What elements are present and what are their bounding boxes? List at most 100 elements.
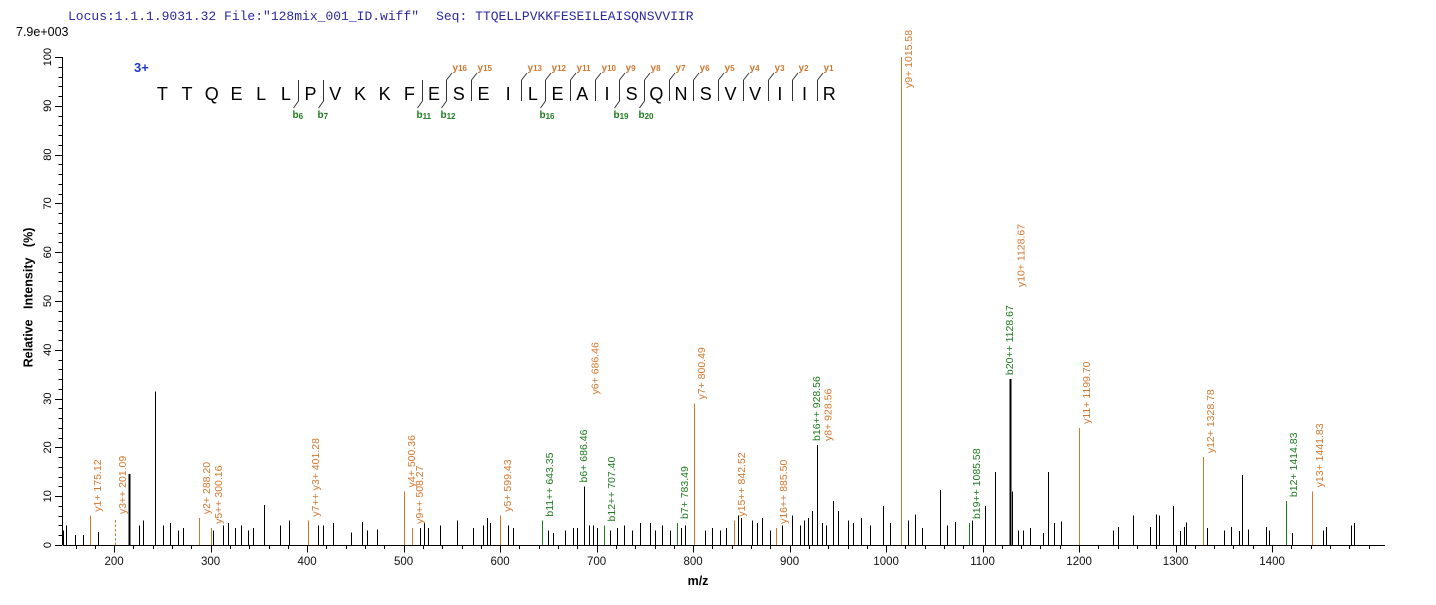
b-ion-mark-label: b6	[293, 110, 304, 121]
x-tick-label: 1100	[970, 556, 995, 568]
header-line: Locus:1.1.1.9031.32 File:"128mix_001_ID.…	[68, 9, 694, 24]
residue-letter: Q	[649, 84, 663, 104]
precursor-charge-label: 3+	[134, 60, 149, 75]
peak-label: b12+ 1414.83	[1288, 432, 1300, 497]
y-tick-label: 10	[42, 490, 54, 502]
y-tick-label: 90	[42, 100, 54, 112]
x-tick-label: 700	[587, 556, 606, 568]
y-tick-label: 70	[42, 197, 54, 209]
peak-label: b19++ 1085.58	[971, 448, 983, 519]
residue-letter: S	[453, 84, 465, 104]
y-ion-mark-label: y4	[750, 63, 761, 74]
peak-label: y9++ 508.27	[414, 465, 426, 524]
peak-label: b7+ 783.49	[679, 466, 691, 519]
y-ion-mark-label: y13	[528, 63, 543, 74]
y-tick-label: 50	[42, 295, 54, 307]
x-tick-label: 900	[780, 556, 799, 568]
residue-letter: S	[700, 84, 712, 104]
y-tick-label: 0	[42, 542, 54, 548]
residue-letter: E	[428, 84, 440, 104]
residue-letter: T	[182, 84, 193, 104]
residue-letter: V	[724, 84, 736, 104]
peak-label: y15++ 842.52	[736, 452, 748, 516]
peak-label-b-ion: b16++ 928.56	[811, 376, 823, 441]
peak-label-y-ion: y8+ 928.56	[823, 389, 835, 441]
residue-letter: E	[230, 84, 242, 104]
residue-letter: I	[604, 84, 609, 104]
peak-label: y16++ 885.50	[778, 460, 790, 524]
y-tick-label: 80	[42, 148, 54, 160]
y-ion-mark-label: y12	[552, 63, 567, 74]
seq-prefix-label: Seq:	[436, 9, 468, 24]
peak-label: y13+ 1441.83	[1314, 423, 1326, 487]
y-ion-mark-label: y11	[577, 63, 592, 74]
residue-letter: V	[749, 84, 761, 104]
peak-label: y4+ 500.36	[406, 435, 418, 487]
y-tick-label: 60	[42, 246, 54, 258]
peptide-sequence-text: TTQELLPVKKFESEILEAISQNSVVIIR	[475, 9, 694, 24]
y-ion-mark-label: y16	[453, 63, 468, 74]
residue-letter: I	[777, 84, 782, 104]
residue-letter: T	[157, 84, 168, 104]
residue-letter: V	[329, 84, 341, 104]
y-tick-label: 40	[42, 344, 54, 356]
y-tick-label: 100	[42, 48, 54, 66]
x-tick-label: 1000	[873, 556, 899, 568]
fragment-peaks: y1+ 175.12 y3++ 201.09 y2+ 288.20 y5++ 300.…	[90, 30, 1326, 545]
peptide-sequence: T T Q E L L P V K K F E S E I L E A I S Q N S V V I I Rb6 b7 b11y16b1…	[157, 63, 836, 121]
y-ion-mark-label: y10	[602, 63, 617, 74]
peak-label-b-ion: b20++ 1128.67	[1004, 305, 1016, 375]
peak-label: b12++ 707.40	[606, 457, 618, 522]
residue-letter: P	[305, 84, 317, 104]
x-axis-tick-labels: 200 300 400 500 600 700 800 900 1000 1100 1200 1300…	[105, 556, 1285, 568]
residue-letter: N	[675, 84, 688, 104]
peak-label-b-ion: b6+ 686.46	[578, 429, 590, 482]
y-ion-mark-label: y15	[478, 63, 493, 74]
b-ion-mark-label: b11	[417, 110, 432, 121]
residue-letter: F	[404, 84, 415, 104]
base-peak-intensity: 7.9e+003	[16, 25, 69, 39]
residue-letter: Q	[205, 84, 219, 104]
residue-letter: L	[528, 84, 538, 104]
peak-label: y5+ 599.43	[502, 459, 514, 511]
residue-letter: L	[256, 84, 266, 104]
peak-label: y12+ 1328.78	[1205, 389, 1217, 453]
residue-letter: L	[281, 84, 291, 104]
peak-label: y9+ 1015.58	[903, 30, 915, 88]
x-tick-label: 400	[298, 556, 317, 568]
b-ion-mark-label: b16	[540, 110, 556, 121]
x-tick-label: 300	[201, 556, 220, 568]
peak-label: y1+ 175.12	[92, 459, 104, 511]
peak-label-y-ion: y6+ 686.46	[590, 342, 602, 394]
y-axis-tick-labels: 0 10 20 30 40 50 60 70 80 90 100	[42, 48, 54, 548]
peak-label: y3++ 201.09	[117, 456, 129, 515]
x-tick-label: 1300	[1163, 556, 1189, 568]
x-tick-label: 600	[491, 556, 510, 568]
peak-label-y-ion: y10+ 1128.67	[1016, 224, 1028, 287]
b-ion-mark-label: b7	[318, 110, 329, 121]
residue-letter: K	[354, 84, 366, 104]
residue-letter: I	[506, 84, 511, 104]
axes	[55, 57, 1385, 553]
residue-letter: A	[576, 84, 588, 104]
y-ion-mark-label: y3	[775, 63, 786, 74]
peak-label: y7+ 800.49	[696, 347, 708, 399]
y-ion-mark-label: y6	[700, 63, 711, 74]
residue-letter: E	[552, 84, 564, 104]
b-ion-mark-label: b19	[614, 110, 630, 121]
residue-letter: K	[379, 84, 391, 104]
x-axis-title: m/z	[687, 574, 709, 588]
residue-letter: E	[477, 84, 489, 104]
y-tick-label: 30	[42, 392, 54, 404]
peak-label: y2+ 288.20	[201, 462, 213, 514]
y-ion-mark-label: y5	[725, 63, 736, 74]
x-tick-label: 500	[394, 556, 413, 568]
x-tick-label: 800	[684, 556, 703, 568]
x-tick-label: 1400	[1259, 556, 1285, 568]
peak-label: y11+ 1199.70	[1081, 361, 1093, 424]
x-tick-label: 200	[105, 556, 124, 568]
y-tick-label: 20	[42, 441, 54, 453]
peak-label: y5++ 300.16	[213, 465, 225, 524]
